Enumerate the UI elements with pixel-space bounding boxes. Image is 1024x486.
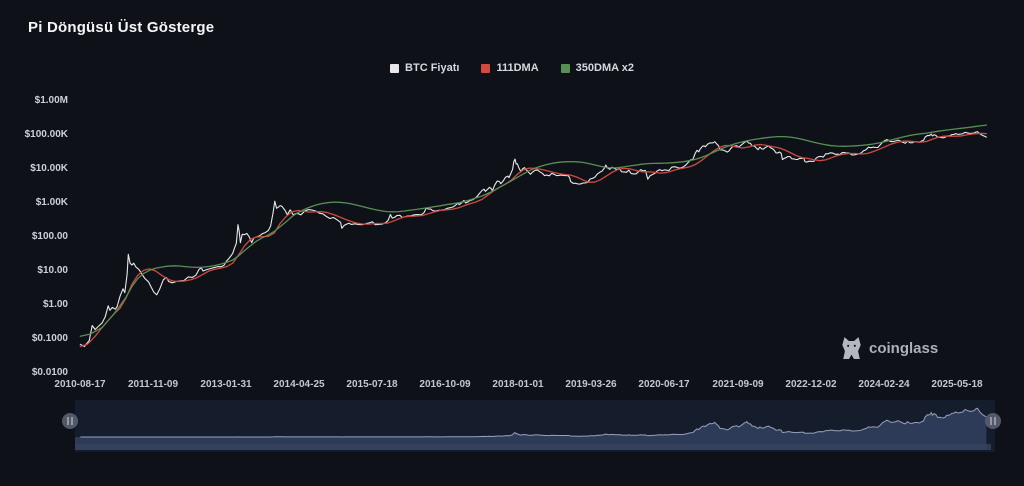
navigator-line (80, 407, 987, 438)
y-axis-tick-label: $1.00K (35, 197, 68, 208)
x-axis-tick-label: 2010-08-17 (54, 379, 106, 390)
chart-legend: BTC Fiyatı 111DMA 350DMA x2 (0, 62, 1024, 74)
coinglass-watermark: coinglass (841, 336, 938, 360)
x-axis-tick-label: 2022-12-02 (785, 379, 837, 390)
legend-swatch-icon (481, 63, 491, 73)
y-axis-tick-label: $100.00K (24, 129, 68, 140)
legend-label: BTC Fiyatı (405, 62, 460, 74)
x-axis-tick-label: 2020-06-17 (638, 379, 690, 390)
legend-item-2[interactable]: 350DMA x2 (560, 62, 634, 74)
navigator-baseline-band (75, 444, 991, 450)
navigator-handle-right-grip-icon (990, 417, 996, 425)
y-axis-tick-label: $10.00 (37, 265, 68, 276)
x-axis-tick-label: 2016-10-09 (419, 379, 471, 390)
x-axis-tick-label: 2014-04-25 (273, 379, 325, 390)
y-axis-tick-label: $100.00 (31, 231, 68, 242)
legend-item-1[interactable]: 111DMA (481, 62, 539, 74)
series-line-2 (79, 124, 988, 337)
x-axis-tick-label: 2025-05-18 (931, 379, 983, 390)
navigator-handle-left-grip-icon (67, 417, 73, 425)
y-axis-tick-label: $0.1000 (31, 333, 68, 344)
legend-swatch-icon (390, 63, 400, 73)
x-axis-tick-label: 2019-03-26 (565, 379, 617, 390)
watermark-text: coinglass (869, 339, 939, 357)
x-axis-tick-label: 2018-01-01 (492, 379, 544, 390)
navigator-handle-right[interactable] (985, 413, 1001, 429)
legend-swatch-icon (560, 63, 570, 73)
x-axis-tick-label: 2024-02-24 (858, 379, 910, 390)
y-axis-tick-label: $10.00K (30, 163, 68, 174)
legend-label: 111DMA (496, 62, 539, 74)
legend-item-0[interactable]: BTC Fiyatı (390, 62, 459, 74)
y-axis-tick-label: $0.0100 (31, 367, 68, 378)
x-axis-tick-label: 2015-07-18 (346, 379, 398, 390)
x-axis-tick-label: 2011-11-09 (127, 379, 179, 390)
coinglass-bear-icon (842, 337, 861, 359)
y-axis-tick-label: $1.00M (34, 95, 68, 106)
x-axis-tick-label: 2013-01-31 (200, 379, 252, 390)
navigator-handle-left[interactable] (62, 413, 78, 429)
page-title: Pi Döngüsü Üst Gösterge (28, 19, 215, 36)
y-axis-tick-label: $1.00 (42, 299, 68, 310)
series-line-0 (79, 131, 987, 348)
x-axis-tick-label: 2021-09-09 (712, 379, 764, 390)
legend-label: 350DMA x2 (575, 62, 634, 74)
navigator-area (75, 408, 987, 450)
